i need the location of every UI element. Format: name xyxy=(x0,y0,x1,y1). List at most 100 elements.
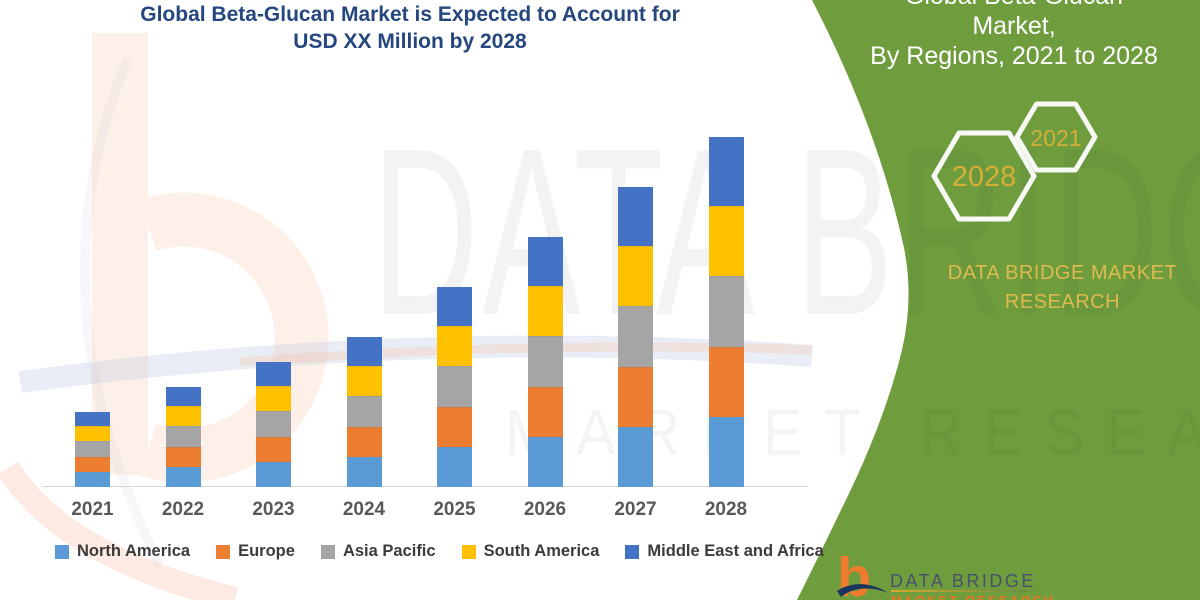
bar-segment-asia-pacific xyxy=(75,441,110,457)
watermark-b-stem xyxy=(92,33,148,475)
bar-segment-north-america xyxy=(165,466,201,488)
legend-item-asia-pacific: Asia Pacific xyxy=(320,542,436,561)
bar-segment-south-america xyxy=(708,206,744,277)
year-label-2021: 2021 xyxy=(71,499,114,520)
bar-segment-asia-pacific xyxy=(437,366,472,407)
year-label-2025: 2025 xyxy=(433,499,476,520)
legend: North America Europe Asia Pacific South Ame… xyxy=(55,542,850,561)
bar-segment-europe xyxy=(75,456,110,472)
year-label-2024: 2024 xyxy=(342,499,386,520)
panel-heading-line1: Global Beta-Glucan Market, xyxy=(905,0,1123,40)
panel-heading-line2: By Regions, 2021 to 2028 xyxy=(870,42,1158,70)
bar-segment-north-america xyxy=(346,456,382,488)
bar-segment-north-america xyxy=(256,461,291,488)
bar-segment-south-america xyxy=(527,286,563,337)
legend-swatch xyxy=(461,544,476,559)
hexagon-years-graphic: 2028 2021 xyxy=(931,101,1098,222)
bar-segment-north-america xyxy=(437,446,472,488)
legend-label: Europe xyxy=(238,542,295,560)
bar-segment-north-america xyxy=(618,426,653,488)
watermark-swoosh-corner xyxy=(0,461,238,600)
panel-heading: Global Beta-Glucan Market, By Regions, 2… xyxy=(862,0,1166,71)
bar-2021 xyxy=(75,412,110,488)
bar-segment-asia-pacific xyxy=(346,396,382,427)
panel-brand-line2: RESEARCH xyxy=(1004,291,1121,313)
bar-segment-middle-east-and-africa xyxy=(708,137,744,207)
footer-logo-swoosh xyxy=(837,584,888,597)
bar-segment-europe xyxy=(256,436,291,462)
legend-swatch xyxy=(625,544,640,559)
bar-2027 xyxy=(618,187,653,488)
bar-segment-asia-pacific xyxy=(256,411,291,437)
legend-item-north-america: North America xyxy=(55,542,190,561)
bar-segment-europe xyxy=(437,406,472,447)
year-label-2026: 2026 xyxy=(523,499,567,520)
footer-sub-text: MARKET RESEARCH xyxy=(891,594,1056,600)
watermark-swoosh-blue xyxy=(18,335,813,393)
bar-segment-north-america xyxy=(708,416,744,488)
bar-2026 xyxy=(527,237,563,488)
chart-title-line1: Global Beta-Glucan Market is Expected to… xyxy=(140,3,680,26)
bar-segment-europe xyxy=(708,346,744,417)
bar-segment-middle-east-and-africa xyxy=(75,412,110,427)
bar-segment-middle-east-and-africa xyxy=(618,187,653,247)
hexagon-2028 xyxy=(931,130,1037,222)
bar-segment-middle-east-and-africa xyxy=(256,362,291,387)
footer-brand-text: DATA BRIDGE xyxy=(890,571,1036,591)
bar-segment-asia-pacific xyxy=(165,426,201,447)
footer-logo: b DATA BRIDGE MARKET RESEARCH xyxy=(836,556,1166,600)
legend-label: North America xyxy=(77,542,191,560)
bar-segment-north-america xyxy=(75,471,110,488)
bar-segment-europe xyxy=(527,386,563,437)
bar-2023 xyxy=(256,362,291,488)
hexagon-2028-label: 2028 xyxy=(952,161,1017,193)
bar-segment-south-america xyxy=(165,406,201,427)
chart-title: Global Beta-Glucan Market is Expected to… xyxy=(60,1,760,55)
panel-brand-line1: DATA BRIDGE MARKET xyxy=(947,262,1178,284)
x-axis-line xyxy=(42,486,808,487)
hexagon-2021 xyxy=(1014,101,1098,173)
year-label-2028: 2028 xyxy=(704,499,748,520)
bar-segment-middle-east-and-africa xyxy=(527,237,563,287)
bar-segment-asia-pacific xyxy=(618,306,653,367)
bar-segment-europe xyxy=(165,446,201,467)
legend-label: Asia Pacific xyxy=(342,542,436,560)
legend-item-middle-east-and-africa: Middle East and Africa xyxy=(625,542,824,561)
footer-brand-underline xyxy=(891,590,1027,592)
legend-swatch xyxy=(320,544,335,559)
bar-segment-middle-east-and-africa xyxy=(437,287,472,327)
bar-segment-middle-east-and-africa xyxy=(346,337,382,367)
legend-swatch xyxy=(55,544,69,559)
chart-title-line2: USD XX Million by 2028 xyxy=(293,30,527,53)
legend-swatch xyxy=(216,544,231,559)
bar-2028 xyxy=(708,137,744,488)
legend-label: South America xyxy=(483,542,600,560)
hexagon-2021-label: 2021 xyxy=(1030,125,1081,151)
bar-segment-asia-pacific xyxy=(527,336,563,387)
bar-segment-north-america xyxy=(527,436,563,488)
bar-segment-europe xyxy=(618,366,653,427)
watermark-ring xyxy=(79,56,165,568)
panel-brand-text: DATA BRIDGE MARKET RESEARCH xyxy=(930,259,1195,317)
bar-segment-asia-pacific xyxy=(708,276,744,347)
bar-segment-south-america xyxy=(75,426,110,442)
year-label-2023: 2023 xyxy=(252,499,295,520)
legend-item-south-america: South America xyxy=(461,542,600,561)
bar-segment-south-america xyxy=(437,326,472,367)
legend-item-europe: Europe xyxy=(216,542,295,561)
bar-segment-middle-east-and-africa xyxy=(165,387,201,407)
bar-segment-europe xyxy=(346,426,382,457)
year-label-2022: 2022 xyxy=(161,499,205,520)
year-label-2027: 2027 xyxy=(614,499,657,520)
bar-2024 xyxy=(346,337,382,488)
watermark-b-bowl xyxy=(139,192,329,483)
bar-segment-south-america xyxy=(256,386,291,412)
footer-logo-b-icon: b xyxy=(837,556,888,600)
bar-2022 xyxy=(165,387,201,488)
bar-segment-south-america xyxy=(346,366,382,397)
bar-segment-south-america xyxy=(618,246,653,307)
legend-label: Middle East and Africa xyxy=(647,542,824,560)
